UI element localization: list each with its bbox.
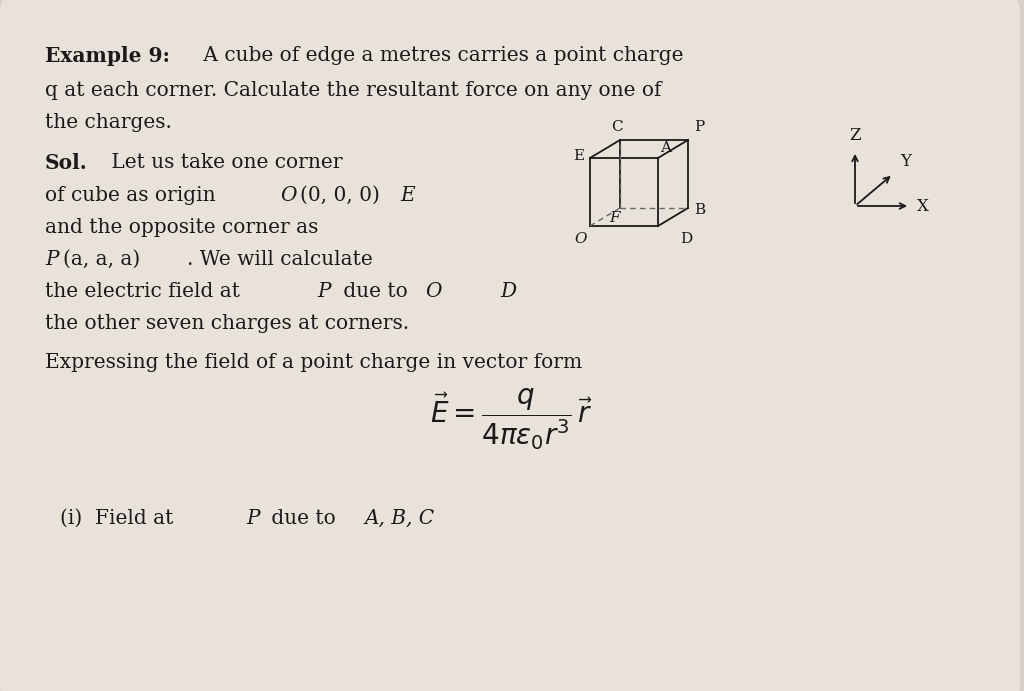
Text: (0, 0, 0): (0, 0, 0) bbox=[300, 186, 386, 205]
Text: F: F bbox=[609, 211, 620, 225]
Text: due to: due to bbox=[337, 282, 421, 301]
Text: due to: due to bbox=[265, 509, 342, 528]
Text: O: O bbox=[425, 282, 441, 301]
Text: the other seven charges at corners.: the other seven charges at corners. bbox=[45, 314, 410, 333]
Text: and the opposite corner as: and the opposite corner as bbox=[45, 218, 318, 237]
Text: Expressing the field of a point charge in vector form: Expressing the field of a point charge i… bbox=[45, 353, 583, 372]
Text: Example 9:: Example 9: bbox=[45, 46, 170, 66]
Text: P: P bbox=[694, 120, 705, 134]
Text: E: E bbox=[400, 186, 415, 205]
Text: A, B, C: A, B, C bbox=[365, 509, 435, 528]
Text: P: P bbox=[317, 282, 331, 301]
Text: O: O bbox=[280, 186, 297, 205]
Text: P: P bbox=[45, 250, 58, 269]
Text: C: C bbox=[611, 120, 623, 134]
Text: Z: Z bbox=[849, 127, 861, 144]
Text: (i)  Field at: (i) Field at bbox=[60, 509, 180, 528]
Text: $\vec{E} = \dfrac{q}{4\pi\varepsilon_0 r^3}\,\vec{r}$: $\vec{E} = \dfrac{q}{4\pi\varepsilon_0 r… bbox=[430, 386, 594, 452]
Text: D: D bbox=[680, 232, 692, 246]
Text: O: O bbox=[574, 232, 587, 246]
Text: B: B bbox=[694, 203, 706, 217]
Text: Y: Y bbox=[900, 153, 911, 170]
Text: Sol.: Sol. bbox=[45, 153, 88, 173]
Text: q at each corner. Calculate the resultant force on any one of: q at each corner. Calculate the resultan… bbox=[45, 81, 662, 100]
Text: the electric field at: the electric field at bbox=[45, 282, 247, 301]
Text: Let us take one corner: Let us take one corner bbox=[105, 153, 342, 172]
Text: . We will calculate: . We will calculate bbox=[187, 250, 373, 269]
Text: D: D bbox=[500, 282, 516, 301]
Text: A cube of edge a metres carries a point charge: A cube of edge a metres carries a point … bbox=[197, 46, 683, 65]
Text: the charges.: the charges. bbox=[45, 113, 172, 132]
Text: A: A bbox=[660, 141, 671, 155]
Text: X: X bbox=[918, 198, 929, 214]
Text: E: E bbox=[572, 149, 584, 163]
Text: of cube as origin: of cube as origin bbox=[45, 186, 222, 205]
Text: P: P bbox=[246, 509, 259, 528]
Text: (a, a, a): (a, a, a) bbox=[63, 250, 140, 269]
